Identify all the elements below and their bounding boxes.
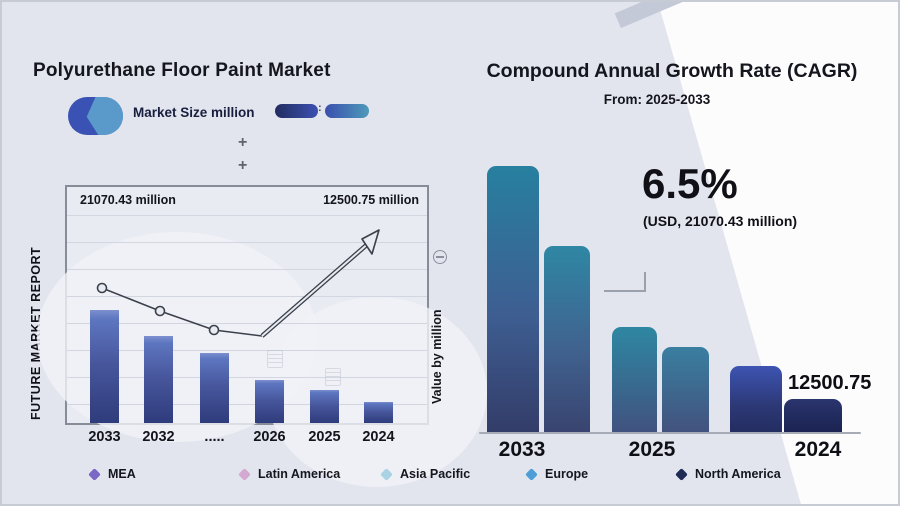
legend-label: Asia Pacific [400,467,471,481]
legend-label: Latin America [258,467,341,481]
market-size-logo-icon [68,97,123,135]
cagr-bar-2033-secondary [544,246,590,434]
market-size-bar-2024 [364,402,393,423]
x-label-2026: 2026 [253,429,286,445]
gradient-pill-icon [275,104,318,118]
legend-diamond-icon [88,467,101,481]
market-size-bar-..... [200,353,229,423]
legend-item-north-america: North America [675,467,781,481]
x-label-2025: 2025 [308,429,341,445]
legend-item-europe: Europe [525,467,589,481]
market-size-label: Market Size million [133,105,255,120]
gridlines [67,215,427,418]
market-size-bar-2025 [310,390,339,423]
legend-item-asia-pacific: Asia Pacific [380,467,471,481]
market-size-chart-panel: 21070.43 million 12500.75 million [37,185,487,487]
market-title: Polyurethane Floor Paint Market [33,60,331,81]
value-callout: 12500.75 [788,372,872,394]
cagr-year-label-2025: 2025 [628,438,676,461]
market-size-bar-2032 [144,336,173,423]
legend-diamond-icon [380,467,393,481]
elbow-decoration [604,272,646,292]
market-size-bar-2033 [90,310,119,423]
faint-report-icon [325,368,341,386]
x-label-2032: 2032 [142,429,175,445]
cagr-bar-2025-secondary [662,347,709,434]
plus-mark-icon: + [238,134,248,151]
cagr-bar-2025-primary [612,327,657,434]
minus-circle-icon [433,250,447,264]
legend-label: Europe [545,467,589,481]
market-size-bar-2026 [255,380,284,423]
logo-facet [86,97,123,135]
cagr-title: Compound Annual Growth Rate (CAGR) [486,60,858,82]
cagr-note: (USD, 21070.43 million) [643,213,798,229]
x-label-2033: 2033 [88,429,121,445]
cagr-year-label-2024: 2024 [794,438,842,461]
pill-separator: : [318,102,322,114]
cagr-subtitle: From: 2025-2033 [603,92,711,107]
cagr-bar-2024-primary [730,366,782,434]
legend-diamond-icon [238,467,251,481]
x-label-2024: 2024 [362,429,395,445]
legend-label: MEA [108,467,136,481]
legend-diamond-icon [525,467,538,481]
faint-report-icon [267,350,283,368]
legend-label: North America [695,467,781,481]
cagr-year-label-2033: 2033 [498,438,546,461]
x-label-.....: ..... [204,429,225,445]
value-label-2024: 12500.75 million [323,193,419,207]
legend-item-latin-america: Latin America [238,467,341,481]
trend-line-arrow [96,229,380,338]
value-label-2033: 21070.43 million [80,193,176,207]
cagr-bar-2024-secondary [784,399,842,434]
legend-item-mea: MEA [88,467,136,481]
y-axis-label: Value by million [430,309,444,404]
legend-diamond-icon [675,467,688,481]
cagr-bar-2033-primary [487,166,539,434]
plus-mark-icon: + [238,157,248,174]
x-axis-line [479,432,861,434]
gradient-pill-icon [325,104,369,118]
cagr-value: 6.5% [642,160,738,207]
